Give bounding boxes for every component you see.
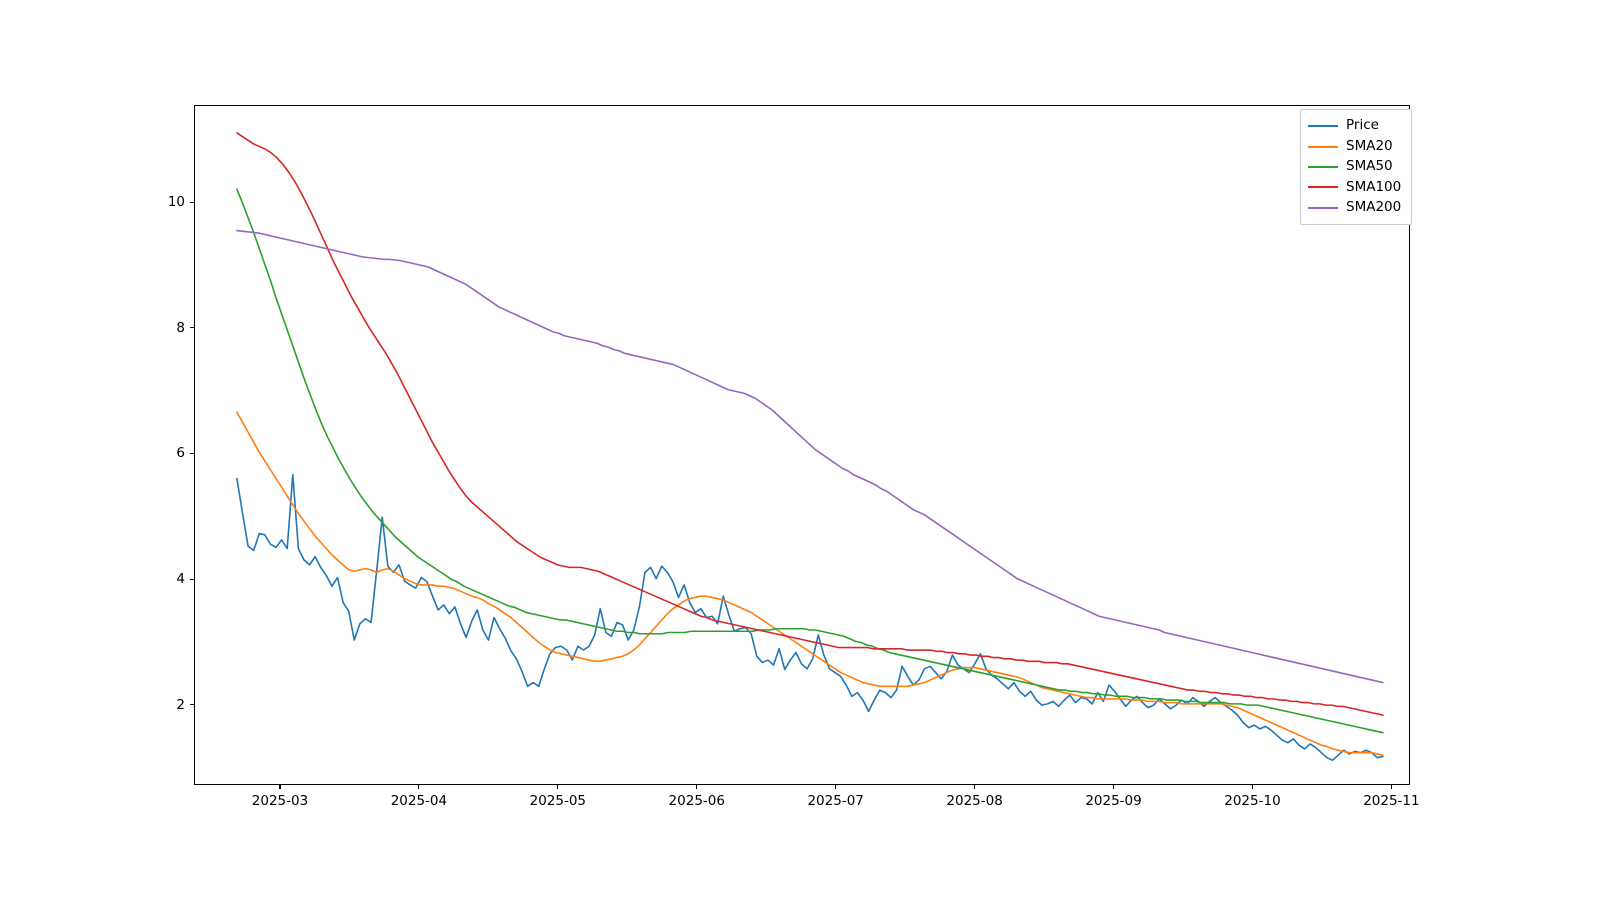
x-tick-mark <box>1251 785 1254 789</box>
series-line-sma20 <box>236 411 1384 757</box>
y-tick-label: 6 <box>176 445 185 462</box>
plot-lines <box>236 132 1384 762</box>
x-tick-label: 2025-07 <box>807 793 864 809</box>
x-tick-label: 2025-03 <box>251 793 309 809</box>
legend-swatch-price <box>1308 125 1338 128</box>
legend-item-sma20: SMA20 <box>1308 136 1404 156</box>
x-tick-label: 2025-11 <box>1363 793 1420 809</box>
series-line-sma50 <box>236 188 1384 734</box>
y-tick-mark <box>190 452 194 455</box>
legend-item-price: Price <box>1308 116 1404 136</box>
y-tick-mark <box>190 201 194 203</box>
x-tick-label: 2025-04 <box>390 793 448 809</box>
legend-label: SMA20 <box>1346 137 1393 154</box>
x-tick-mark <box>1113 785 1115 789</box>
x-tick-label: 2025-06 <box>668 793 725 809</box>
legend-swatch-sma200 <box>1308 206 1338 209</box>
series-line-price <box>236 473 1384 762</box>
x-tick-mark <box>418 785 420 789</box>
x-tick-mark <box>696 785 698 789</box>
legend-swatch-sma20 <box>1308 145 1338 148</box>
legend-swatch-sma100 <box>1308 186 1338 189</box>
x-tick-label: 2025-09 <box>1085 793 1142 809</box>
x-tick-mark <box>557 785 559 789</box>
legend-item-sma200: SMA200 <box>1308 198 1404 218</box>
legend-label: SMA100 <box>1346 178 1402 195</box>
y-tick-mark <box>190 704 194 706</box>
legend-item-sma50: SMA50 <box>1308 157 1404 177</box>
x-tick-mark <box>835 785 837 789</box>
x-tick-label: 2025-05 <box>529 793 587 809</box>
chart-legend: Price SMA20 SMA50 SMA100 SMA200 <box>1300 109 1412 225</box>
x-tick-label: 2025-10 <box>1224 793 1281 809</box>
series-line-sma100 <box>236 132 1384 716</box>
y-tick-label: 8 <box>176 319 185 336</box>
legend-label: SMA50 <box>1346 158 1393 175</box>
legend-swatch-sma50 <box>1308 165 1338 168</box>
y-tick-mark <box>190 578 194 580</box>
legend-label: Price <box>1346 117 1379 134</box>
x-tick-mark <box>974 785 976 789</box>
legend-label: SMA200 <box>1346 199 1402 215</box>
x-tick-mark <box>1390 785 1392 789</box>
series-line-sma200 <box>236 229 1384 684</box>
x-tick-mark <box>279 785 281 789</box>
legend-item-sma100: SMA100 <box>1308 177 1404 197</box>
y-tick-label: 2 <box>176 696 185 713</box>
x-tick-label: 2025-08 <box>946 793 1003 809</box>
plot-area <box>194 105 1410 785</box>
y-tick-label: 10 <box>167 194 185 211</box>
y-tick-mark <box>190 327 194 329</box>
y-tick-label: 4 <box>176 571 185 588</box>
